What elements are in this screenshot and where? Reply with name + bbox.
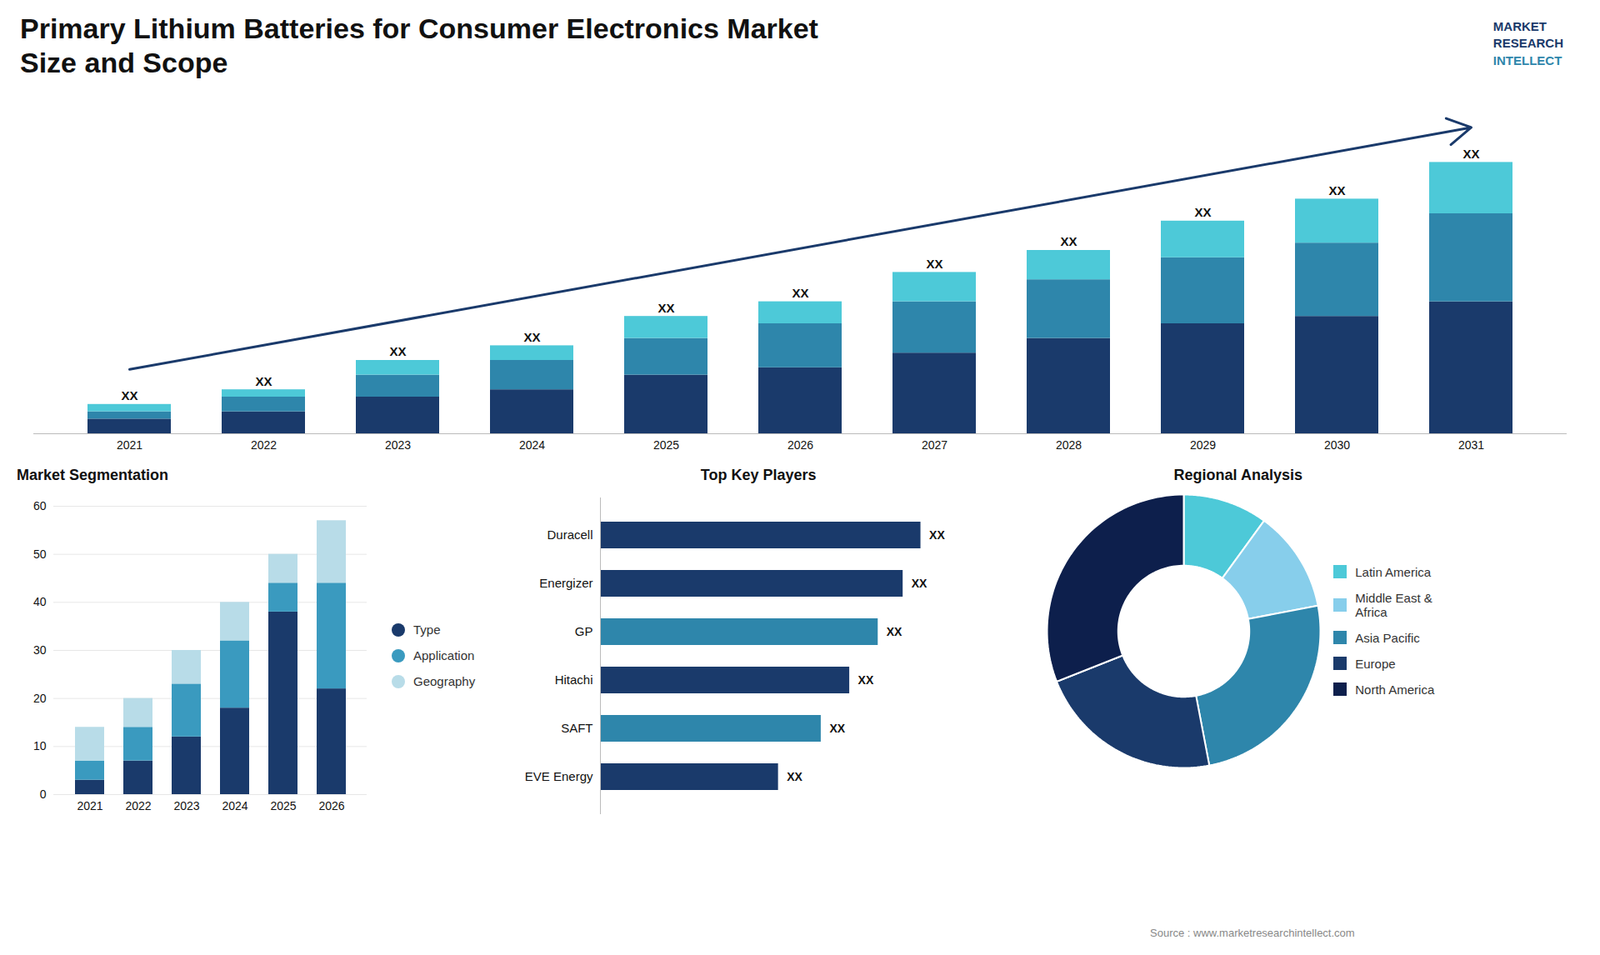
svg-text:GP: GP (575, 624, 594, 639)
html-text:Regional Analysis: Regional Analysis (1173, 466, 1303, 483)
svg-text:2023: 2023 (385, 438, 411, 452)
html-text:Primary Lithium Batteries for: Primary Lithium Batteries for Consumer E… (20, 12, 819, 45)
svg-text:2027: 2027 (921, 438, 948, 452)
svg-text:2026: 2026 (318, 799, 345, 813)
svg-text:10: 10 (33, 739, 47, 753)
html-text:North America: North America (1355, 682, 1435, 697)
svg-text:XX: XX (925, 255, 943, 270)
html-text:Europe: Europe (1355, 656, 1396, 671)
svg-text:Hitachi: Hitachi (555, 672, 594, 687)
svg-text:0: 0 (40, 787, 47, 801)
html-text:Middle East & Africa: Middle East & Africa (1355, 590, 1433, 619)
html-text:Asia Pacific: Asia Pacific (1355, 630, 1420, 645)
svg-text:40: 40 (33, 595, 47, 609)
svg-text:2022: 2022 (125, 799, 151, 813)
svg-text:XX: XX (523, 329, 540, 344)
html-text:MARKET: MARKET (1493, 19, 1547, 34)
svg-text:XX: XX (858, 673, 875, 687)
svg-text:XX: XX (1194, 205, 1211, 220)
svg-text:2026: 2026 (787, 438, 814, 452)
svg-text:2021: 2021 (116, 438, 143, 452)
svg-text:XX: XX (389, 344, 406, 359)
svg-text:2021: 2021 (76, 799, 103, 813)
svg-text:2028: 2028 (1055, 438, 1082, 452)
svg-text:2023: 2023 (173, 799, 200, 813)
svg-text:50: 50 (33, 546, 47, 560)
html-text:Top Key Players: Top Key Players (700, 466, 817, 483)
svg-text:XX: XX (911, 576, 928, 590)
svg-text:2025: 2025 (270, 799, 296, 813)
html-text:Latin America: Latin America (1355, 564, 1431, 579)
svg-text:2024: 2024 (221, 799, 248, 813)
html-text:RESEARCH: RESEARCH (1493, 36, 1564, 51)
svg-text:2031: 2031 (1458, 438, 1485, 452)
html-text:INTELLECT: INTELLECT (1493, 52, 1562, 68)
html-text:Size and Scope: Size and Scope (20, 46, 228, 79)
svg-text:60: 60 (33, 499, 47, 513)
svg-text:XX: XX (1060, 234, 1077, 249)
svg-text:20: 20 (33, 690, 47, 705)
svg-text:XX: XX (657, 300, 675, 315)
svg-text:SAFT: SAFT (560, 720, 593, 735)
svg-text:EVE Energy: EVE Energy (525, 769, 594, 784)
svg-text:XX: XX (791, 285, 809, 300)
html-text:Market Segmentation: Market Segmentation (16, 466, 169, 483)
svg-text:2025: 2025 (653, 438, 680, 452)
svg-text:XX: XX (830, 721, 846, 735)
html-text:Geography: Geography (413, 674, 476, 689)
html-text:Application: Application (413, 648, 475, 663)
svg-text:2024: 2024 (519, 438, 545, 452)
svg-text:XX: XX (1328, 182, 1345, 197)
svg-text:XX: XX (120, 388, 138, 403)
svg-text:30: 30 (33, 643, 47, 657)
svg-text:Energizer: Energizer (540, 575, 594, 590)
svg-text:XX: XX (1462, 145, 1480, 160)
html-text:Source : www.marketresearchint: Source : www.marketresearchintellect.com (1150, 926, 1355, 940)
svg-text:2022: 2022 (250, 438, 277, 452)
svg-text:XX: XX (886, 625, 903, 639)
svg-text:2030: 2030 (1324, 438, 1350, 452)
svg-text:XX: XX (929, 528, 945, 542)
svg-text:XX: XX (786, 770, 803, 784)
svg-text:Duracell: Duracell (547, 527, 594, 542)
html-text:Type: Type (413, 622, 441, 637)
svg-text:XX: XX (255, 373, 272, 388)
svg-text:2029: 2029 (1190, 438, 1216, 452)
